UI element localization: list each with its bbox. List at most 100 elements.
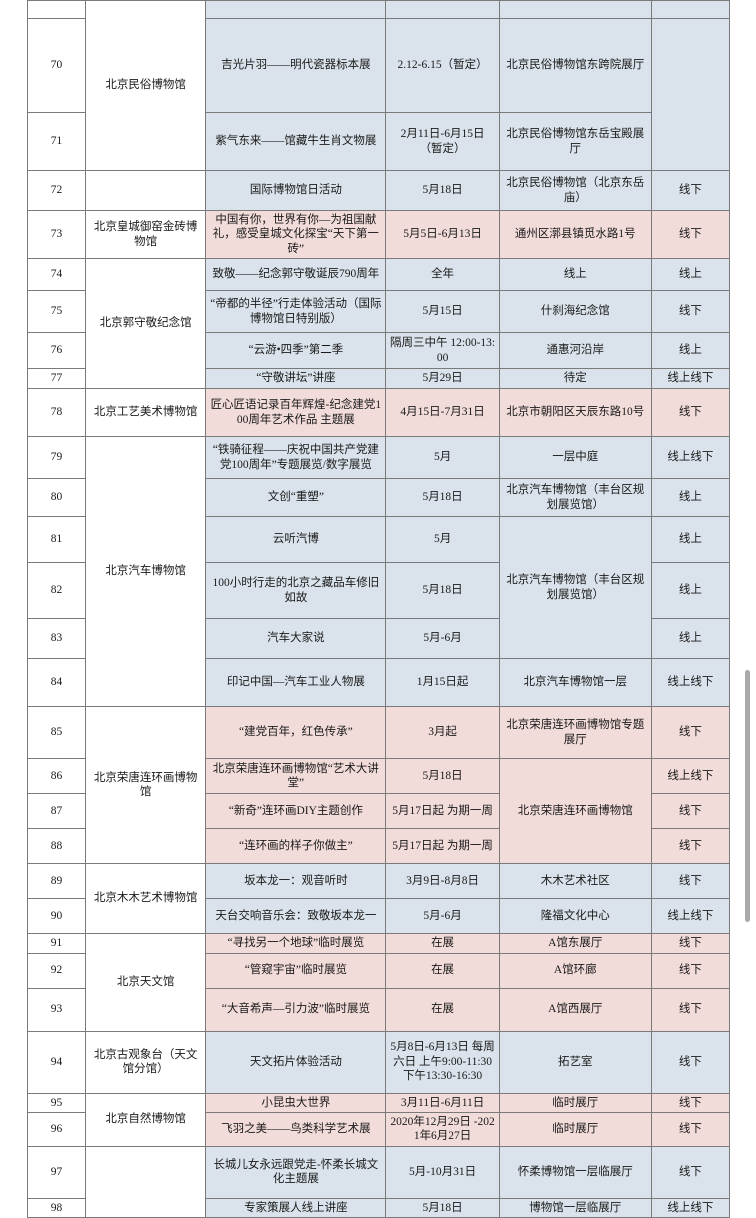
row-index: 81 [26,516,87,564]
exhibition-title: “管窥宇宙”临时展览 [205,952,387,989]
row-index: 89 [26,863,87,900]
exhibition-title: 中国有你，世界有你—为祖国献礼，感受皇城文化探宝“天下第一砖” [205,209,387,260]
exhibition-date: 5月17日起 为期一周 [385,793,500,830]
exhibition-title: 匠心匠语记录百年辉煌-纪念建党100周年艺术作品 主题展 [205,388,387,438]
exhibition-title: “帝都的半径”行走体验活动（国际博物馆日特别版） [205,290,387,334]
table-row: 81 云听汽博 5月 北京汽车博物馆（丰台区规划展览馆） 线上 [26,516,731,660]
exhibition-date: 5月17日起 为期一周 [385,828,500,865]
table-row: 87 “新奇”连环画DIY主题创作 5月17日起 为期一周 线下 [26,793,731,830]
exhibition-title: 文创“重塑” [205,478,387,518]
exhibition-date: 5月5日-6月13日 [385,209,500,260]
exhibition-date: 在展 [385,987,500,1032]
museum-name [85,1145,207,1218]
table-row: 80 文创“重塑” 5月18日 北京汽车博物馆（丰台区规划展览馆） 线上 [26,478,731,518]
exhibition-title: 汽车大家说 [205,618,387,660]
exhibition-mode: 线下 [650,388,731,438]
table-row: 79 北京汽车博物馆 “铁骑征程——庆祝中国共产党建党100周年”专题展览/数字展览… [26,436,731,708]
row-index: 84 [26,658,87,708]
exhibition-title: 北京荣唐连环画博物馆“艺术大讲堂” [205,758,387,795]
exhibition-title: 吉光片羽——明代瓷器标本展 [205,18,387,113]
exhibition-place: 通惠河沿岸 [498,332,652,370]
exhibition-title: 小昆虫大世界 [205,1092,387,1113]
table-row: 86 北京荣唐连环画博物馆“艺术大讲堂” 5月18日 北京荣唐连环画博物馆 线上线下 [26,758,731,865]
exhibition-mode: 线下 [650,793,731,830]
exhibition-place: 线上 [498,258,652,292]
row-index: 71 [26,112,87,171]
table-row: 83 汽车大家说 5月-6月 线上 [26,618,731,660]
exhibition-mode: 线上 [650,562,731,620]
exhibition-place: 隆福文化中心 [498,898,652,935]
exhibition-title: 印记中国—汽车工业人物展 [205,658,387,708]
exhibition-place: A馆环廊 [498,952,652,989]
exhibition-place: 临时展厅 [498,1092,652,1113]
table-row: 73 北京皇城御窑金砖博物馆 中国有你，世界有你—为祖国献礼，感受皇城文化探宝“天下… [26,209,731,260]
row-index: 94 [26,1030,87,1094]
table-row: 北京民俗博物馆 [26,0,731,171]
exhibition-place: 北京市朝阳区天辰东路10号 [498,388,652,438]
exhibition-date: 3月起 [385,706,500,760]
exhibition-place: 木木艺术社区 [498,863,652,900]
row-index: 85 [26,706,87,760]
exhibition-date: 5月18日 [385,758,500,795]
exhibition-place: 北京荣唐连环画博物馆专题展厅 [498,706,652,760]
table-row: 70 吉光片羽——明代瓷器标本展 2.12-6.15（暂定） 北京民俗博物馆东跨院展厅 [26,18,731,171]
table-row: 92 “管窥宇宙”临时展览 在展 A馆环廊 线下 [26,952,731,989]
exhibition-date: 在展 [385,952,500,989]
exhibition-place: 待定 [498,368,652,390]
exhibition-place: A馆东展厅 [498,933,652,954]
exhibition-title: 天台交响音乐会：致敬坂本龙一 [205,898,387,935]
exhibition-mode: 线下 [650,828,731,865]
row-index: 91 [26,933,87,954]
museum-name: 北京自然博物馆 [85,1092,207,1147]
museum-name: 北京荣唐连环画博物馆 [85,706,207,865]
museum-name: 北京工艺美术博物馆 [85,388,207,438]
exhibition-mode [650,18,731,171]
exhibition-date: 2.12-6.15（暂定） [385,18,500,113]
exhibition-date: 5月-6月 [385,898,500,935]
exhibition-mode [650,0,731,19]
exhibition-mode: 线下 [650,209,731,260]
exhibition-date: 5月-6月 [385,618,500,660]
table-row: 76 “云游•四季”第二季 隔周三中午 12:00-13:00 通惠河沿岸 线上 [26,332,731,370]
table-row: 96 飞羽之美——鸟类科学艺术展 2020年12月29日 -2021年6月27日 临时… [26,1111,731,1147]
exhibition-place: 北京汽车博物馆一层 [498,658,652,708]
exhibition-date: 5月18日 [385,170,500,211]
left-margin [0,0,27,1143]
exhibition-title: 云听汽博 [205,516,387,564]
exhibition-mode: 线上线下 [650,1197,731,1218]
exhibition-date: 4月15日-7月31日 [385,388,500,438]
exhibition-place: 北京汽车博物馆（丰台区规划展览馆） [498,516,652,660]
exhibition-title: 专家策展人线上讲座 [205,1197,387,1218]
table-row: 89 北京木木艺术博物馆 坂本龙一：观音听时 3月9日-8月8日 木木艺术社区 线下 [26,863,731,935]
exhibition-date: 5月18日 [385,562,500,620]
exhibition-place: 北京民俗博物馆东跨院展厅 [498,18,652,113]
exhibition-place: 北京荣唐连环画博物馆 [498,758,652,865]
table-row: 75 “帝都的半径”行走体验活动（国际博物馆日特别版） 5月15日 什刹海纪念馆 线下 [26,290,731,334]
table-row: 97 长城儿女永远跟党走-怀柔长城文化主题展 5月-10月31日 怀柔博物馆一层临展厅… [26,1145,731,1218]
exhibition-date: 1月15日起 [385,658,500,708]
exhibition-mode: 线上线下 [650,368,731,390]
exhibition-place: 通州区漷县镇觅水路1号 [498,209,652,260]
row-index: 86 [26,758,87,795]
row-index: 98 [26,1197,87,1218]
exhibition-mode: 线上 [650,618,731,660]
exhibition-mode: 线下 [650,987,731,1032]
row-index: 79 [26,436,87,480]
exhibition-title: “连环画的样子你做主” [205,828,387,865]
exhibition-date: 2020年12月29日 -2021年6月27日 [385,1111,500,1147]
vertical-scrollbar[interactable] [745,670,750,922]
table-row: 91 北京天文馆 “寻找另一个地球”临时展览 在展 A馆东展厅 线下 [26,933,731,1032]
exhibition-date [385,0,500,19]
exhibition-title: “守敬讲坛”讲座 [205,368,387,390]
exhibition-place: 北京民俗博物馆（北京东岳庙） [498,170,652,211]
row-index: 70 [26,18,87,113]
row-index: 83 [26,618,87,660]
exhibition-place: 北京民俗博物馆东岳宝殿展厅 [498,112,652,171]
exhibition-date: 5月 [385,516,500,564]
exhibition-mode: 线上 [650,478,731,518]
row-index: 74 [26,258,87,292]
exhibition-title: “大音希声—引力波”临时展览 [205,987,387,1032]
exhibition-title: “铁骑征程——庆祝中国共产党建党100周年”专题展览/数字展览 [205,436,387,480]
table-row: 85 北京荣唐连环画博物馆 “建党百年，红色传承” 3月起 北京荣唐连环画博物馆专题展厅… [26,706,731,865]
museum-name: 北京民俗博物馆 [85,0,207,171]
